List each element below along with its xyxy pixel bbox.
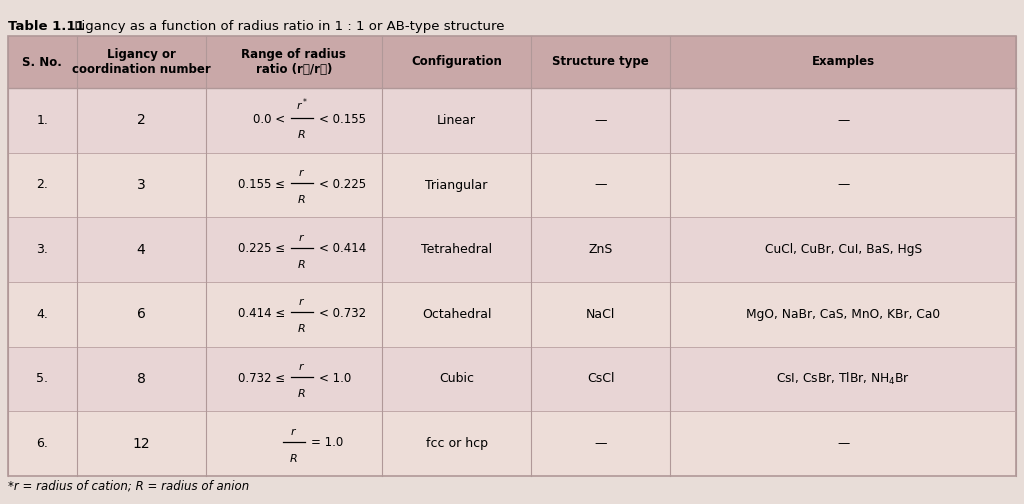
Text: MgO, NaBr, CaS, MnO, KBr, Ca0: MgO, NaBr, CaS, MnO, KBr, Ca0 xyxy=(746,308,940,321)
Text: CuCl, CuBr, CuI, BaS, HgS: CuCl, CuBr, CuI, BaS, HgS xyxy=(765,243,922,256)
Bar xyxy=(8,36,1016,88)
Text: 5.: 5. xyxy=(36,372,48,386)
Text: 12: 12 xyxy=(132,436,150,451)
Text: $r^*$: $r^*$ xyxy=(296,97,308,113)
Text: Octahedral: Octahedral xyxy=(422,308,492,321)
Bar xyxy=(8,153,1016,217)
Text: Linear: Linear xyxy=(437,114,476,127)
Text: < 1.0: < 1.0 xyxy=(318,371,351,385)
Text: Tetrahedral: Tetrahedral xyxy=(421,243,493,256)
Text: Ligancy as a function of radius ratio in 1 : 1 or AB-type structure: Ligancy as a function of radius ratio in… xyxy=(70,20,505,33)
Text: < 0.225: < 0.225 xyxy=(318,177,366,191)
Text: 3: 3 xyxy=(136,178,145,192)
Text: 8: 8 xyxy=(136,372,145,386)
Text: Ligancy or
coordination number: Ligancy or coordination number xyxy=(72,48,210,76)
Text: CsCl: CsCl xyxy=(587,372,614,386)
Text: 1.: 1. xyxy=(36,114,48,127)
Text: 6: 6 xyxy=(136,307,145,322)
Text: < 0.414: < 0.414 xyxy=(318,242,366,255)
Text: 0.225 ≤: 0.225 ≤ xyxy=(238,242,285,255)
Text: Range of radius
ratio (r➕/r➖): Range of radius ratio (r➕/r➖) xyxy=(242,48,346,76)
Text: fcc or hcp: fcc or hcp xyxy=(426,437,487,450)
Text: 4: 4 xyxy=(136,242,145,257)
Text: 2.: 2. xyxy=(36,178,48,192)
Text: Table 1.11: Table 1.11 xyxy=(8,20,85,33)
Bar xyxy=(8,347,1016,411)
Text: $r$: $r$ xyxy=(298,167,305,178)
Bar xyxy=(8,36,1016,476)
Text: $R$: $R$ xyxy=(297,323,306,334)
Text: $R$: $R$ xyxy=(290,452,298,464)
Text: 0.732 ≤: 0.732 ≤ xyxy=(238,371,285,385)
Text: < 0.732: < 0.732 xyxy=(318,307,366,320)
Text: *r = radius of cation; R = radius of anion: *r = radius of cation; R = radius of ani… xyxy=(8,480,249,493)
Bar xyxy=(8,217,1016,282)
Text: $R$: $R$ xyxy=(297,193,306,205)
Text: $R$: $R$ xyxy=(297,387,306,399)
Text: ZnS: ZnS xyxy=(589,243,613,256)
Text: CsI, CsBr, TlBr, NH$_4$Br: CsI, CsBr, TlBr, NH$_4$Br xyxy=(776,371,910,387)
Text: 0.414 ≤: 0.414 ≤ xyxy=(238,307,285,320)
Text: S. No.: S. No. xyxy=(23,55,62,69)
Text: = 1.0: = 1.0 xyxy=(310,436,343,449)
Text: Cubic: Cubic xyxy=(439,372,474,386)
Text: < 0.155: < 0.155 xyxy=(318,113,366,126)
Text: 2: 2 xyxy=(136,113,145,128)
Text: $r$: $r$ xyxy=(298,361,305,372)
Bar xyxy=(8,282,1016,347)
Bar xyxy=(8,411,1016,476)
Text: NaCl: NaCl xyxy=(586,308,615,321)
Text: 6.: 6. xyxy=(36,437,48,450)
Text: Triangular: Triangular xyxy=(425,178,487,192)
Text: Configuration: Configuration xyxy=(411,55,502,69)
Text: —: — xyxy=(595,178,607,192)
Text: $r$: $r$ xyxy=(290,426,297,436)
Text: —: — xyxy=(837,178,849,192)
Text: $R$: $R$ xyxy=(297,258,306,270)
Text: 0.0 <: 0.0 < xyxy=(253,113,285,126)
Text: Structure type: Structure type xyxy=(552,55,649,69)
Text: Examples: Examples xyxy=(812,55,874,69)
Text: 3.: 3. xyxy=(36,243,48,256)
Bar xyxy=(8,88,1016,153)
Text: —: — xyxy=(837,437,849,450)
Text: $r$: $r$ xyxy=(298,296,305,307)
Text: —: — xyxy=(595,114,607,127)
Text: 4.: 4. xyxy=(36,308,48,321)
Text: —: — xyxy=(595,437,607,450)
Text: $R$: $R$ xyxy=(297,129,306,140)
Text: $r$: $r$ xyxy=(298,232,305,242)
Text: 0.155 ≤: 0.155 ≤ xyxy=(238,177,285,191)
Text: —: — xyxy=(837,114,849,127)
